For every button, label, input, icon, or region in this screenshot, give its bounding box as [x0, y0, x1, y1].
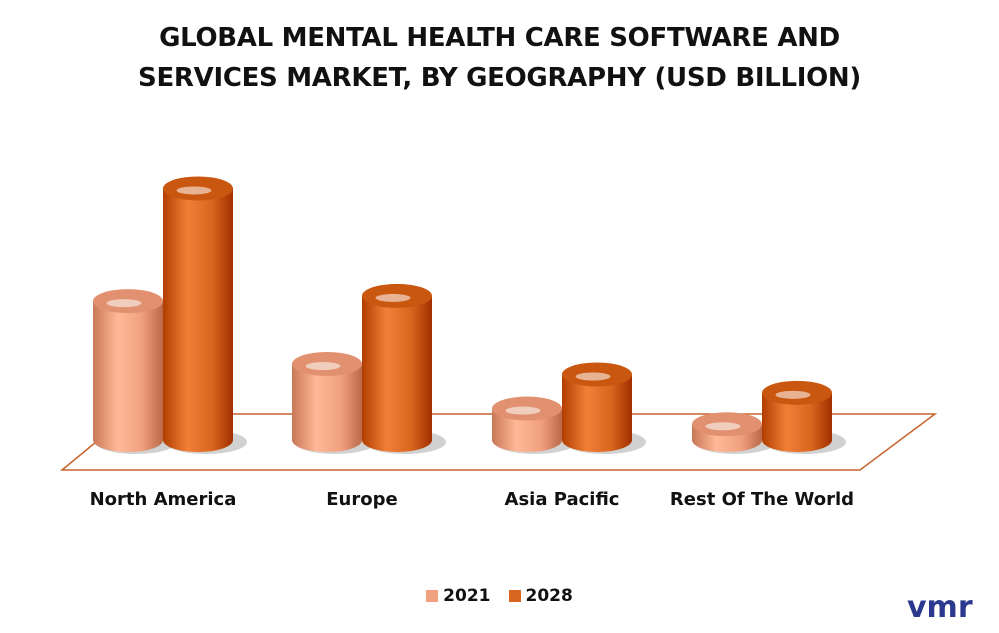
bar-body: [762, 392, 832, 452]
category-label-rest-of-the-world: Rest Of The World: [670, 489, 854, 510]
category-labels: North America Europe Asia Pacific Rest Of T…: [90, 489, 854, 510]
bar-body: [492, 408, 562, 452]
bar-2028-asia-pacific: [562, 362, 646, 454]
bar-cap-highlight: [375, 293, 411, 302]
bar-cap-highlight: [176, 186, 212, 195]
category-label-europe: Europe: [326, 489, 397, 510]
chart-title-line-1: GLOBAL MENTAL HEALTH CARE SOFTWARE AND: [159, 23, 840, 53]
bar-cap-highlight: [106, 299, 142, 308]
bar-2021-rest-of-the-world: [692, 412, 776, 454]
bar-2021-asia-pacific: [492, 396, 576, 454]
legend-item-2028: 2028: [508, 586, 573, 606]
legend: 2021 2028: [0, 586, 999, 606]
vmr-logo-text: vmr: [907, 590, 973, 625]
bar-body: [362, 295, 432, 452]
category-label-asia-pacific: Asia Pacific: [505, 489, 620, 510]
bar-body: [93, 301, 163, 452]
chart-title-line-2: SERVICES MARKET, BY GEOGRAPHY (USD BILLI…: [138, 63, 861, 93]
bar-cap-highlight: [505, 406, 541, 415]
legend-label-2021: 2021: [443, 586, 491, 606]
chart-title: GLOBAL MENTAL HEALTH CARE SOFTWARE AND S…: [0, 18, 999, 98]
legend-label-2028: 2028: [525, 586, 573, 606]
bar-body: [163, 188, 233, 453]
category-label-north-america: North America: [90, 489, 237, 510]
bar-cap-highlight: [305, 362, 341, 371]
legend-swatch-2021: [426, 590, 439, 602]
bar-2028-europe: [362, 283, 446, 454]
bar-cap-highlight: [775, 390, 811, 399]
legend-item-2021: 2021: [426, 586, 491, 606]
bar-2028-rest-of-the-world: [762, 380, 846, 454]
vmr-logo: vmr: [907, 590, 973, 625]
bar-body: [292, 364, 362, 452]
bar-body: [562, 374, 632, 452]
bar-2021-north-america: [93, 289, 177, 454]
bar-2028-north-america: [163, 176, 247, 454]
legend-swatch-2028: [508, 590, 521, 602]
bar-cap-highlight: [705, 422, 741, 431]
bar-2021-europe: [292, 352, 376, 454]
bar-cap-highlight: [575, 372, 611, 381]
bars-layer: [93, 176, 846, 454]
